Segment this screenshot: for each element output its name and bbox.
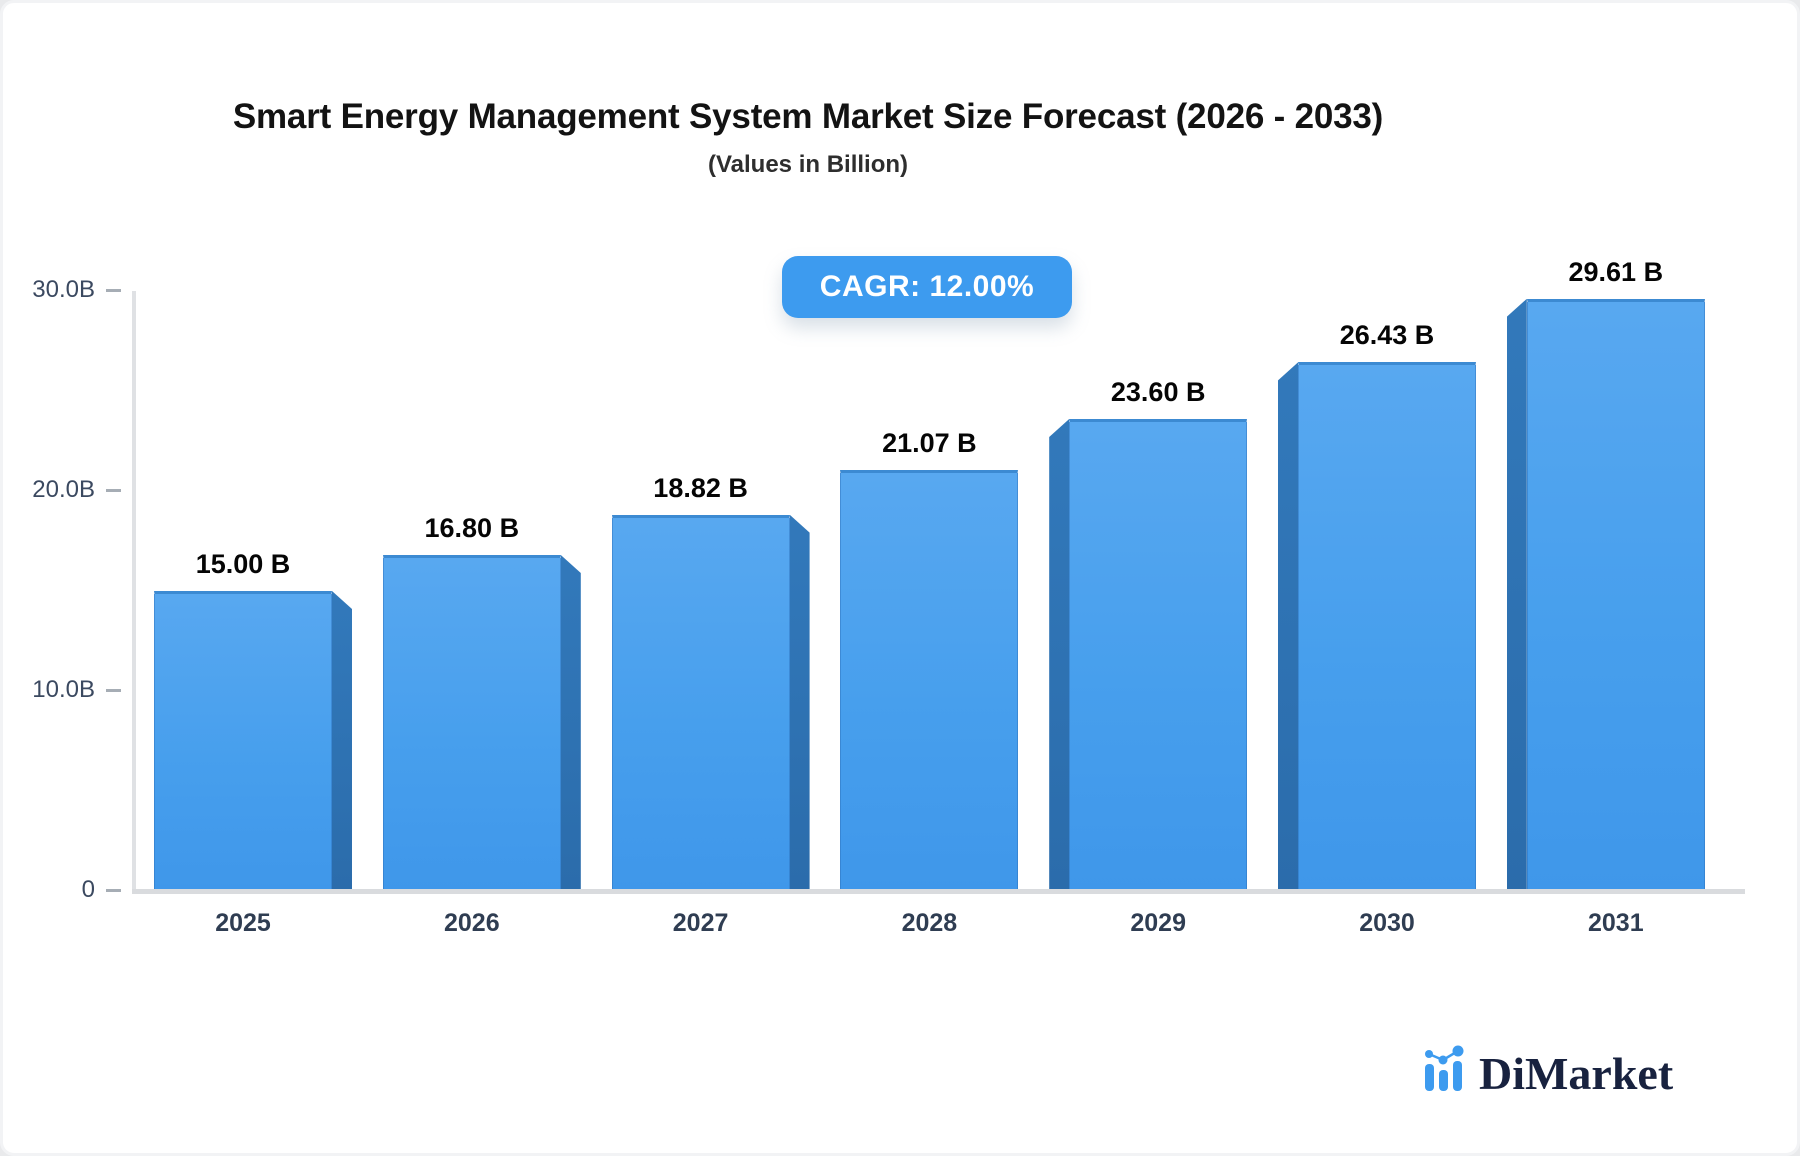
brand-name: DiMarket bbox=[1479, 1048, 1674, 1100]
bar-2030 bbox=[1298, 362, 1476, 891]
y-axis-tick-label: 30.0B bbox=[32, 276, 95, 303]
x-axis-label: 2031 bbox=[1587, 909, 1644, 937]
x-axis-baseline bbox=[132, 889, 1745, 894]
x-axis-label: 2027 bbox=[672, 909, 729, 937]
bar-side-face bbox=[560, 555, 581, 891]
bar-2027 bbox=[611, 514, 790, 891]
y-axis-tick bbox=[106, 289, 121, 292]
y-axis-tick-label: 0 bbox=[81, 876, 95, 903]
brand-logo: DiMarket bbox=[1424, 1045, 1674, 1100]
bar-2026 bbox=[382, 555, 561, 891]
x-axis-label: 2030 bbox=[1359, 909, 1415, 937]
chart-plot-area: 30.0B 20.0B 10.0B 0 15.00 B 16.80 B 18.82 B 21.… bbox=[3, 3, 1797, 1153]
y-axis-tick-label: 10.0B bbox=[32, 676, 95, 703]
x-axis-label: 2025 bbox=[215, 909, 271, 937]
bar-side-face bbox=[789, 514, 810, 891]
bar-side-face bbox=[332, 591, 352, 891]
y-axis-tick-label: 20.0B bbox=[32, 476, 95, 503]
bar-2028 bbox=[840, 469, 1019, 891]
bar-2025 bbox=[154, 591, 332, 891]
bar-value-label: 23.60 B bbox=[1110, 377, 1206, 407]
x-axis-label: 2028 bbox=[901, 909, 958, 937]
chart-title: Smart Energy Management System Market Si… bbox=[232, 97, 1384, 136]
cagr-badge: CAGR: 12.00% bbox=[782, 256, 1072, 318]
chart-header: Smart Energy Management System Market Si… bbox=[3, 3, 1613, 179]
y-axis-tick bbox=[106, 489, 121, 492]
bar-value-label: 29.61 B bbox=[1568, 256, 1664, 287]
y-axis-tick bbox=[106, 689, 121, 692]
bar-chart-logo-icon bbox=[1424, 1045, 1466, 1096]
bar-value-label: 26.43 B bbox=[1339, 320, 1435, 351]
bar-side-face bbox=[1506, 298, 1527, 891]
bar-side-face bbox=[1278, 362, 1298, 891]
x-axis-label: 2029 bbox=[1130, 909, 1186, 937]
y-axis-tick bbox=[106, 889, 121, 892]
bar-2029 bbox=[1069, 419, 1248, 891]
chart-subtitle: (Values in Billion) bbox=[707, 151, 909, 178]
y-axis-line bbox=[132, 291, 136, 891]
bar-value-label: 16.80 B bbox=[424, 513, 520, 543]
bar-value-label: 15.00 B bbox=[195, 549, 291, 579]
bar-side-face bbox=[1049, 419, 1070, 891]
x-axis-label: 2026 bbox=[443, 909, 500, 937]
bar-value-label: 21.07 B bbox=[882, 427, 977, 458]
bar-2031 bbox=[1526, 298, 1705, 891]
bar-value-label: 18.82 B bbox=[653, 472, 748, 503]
